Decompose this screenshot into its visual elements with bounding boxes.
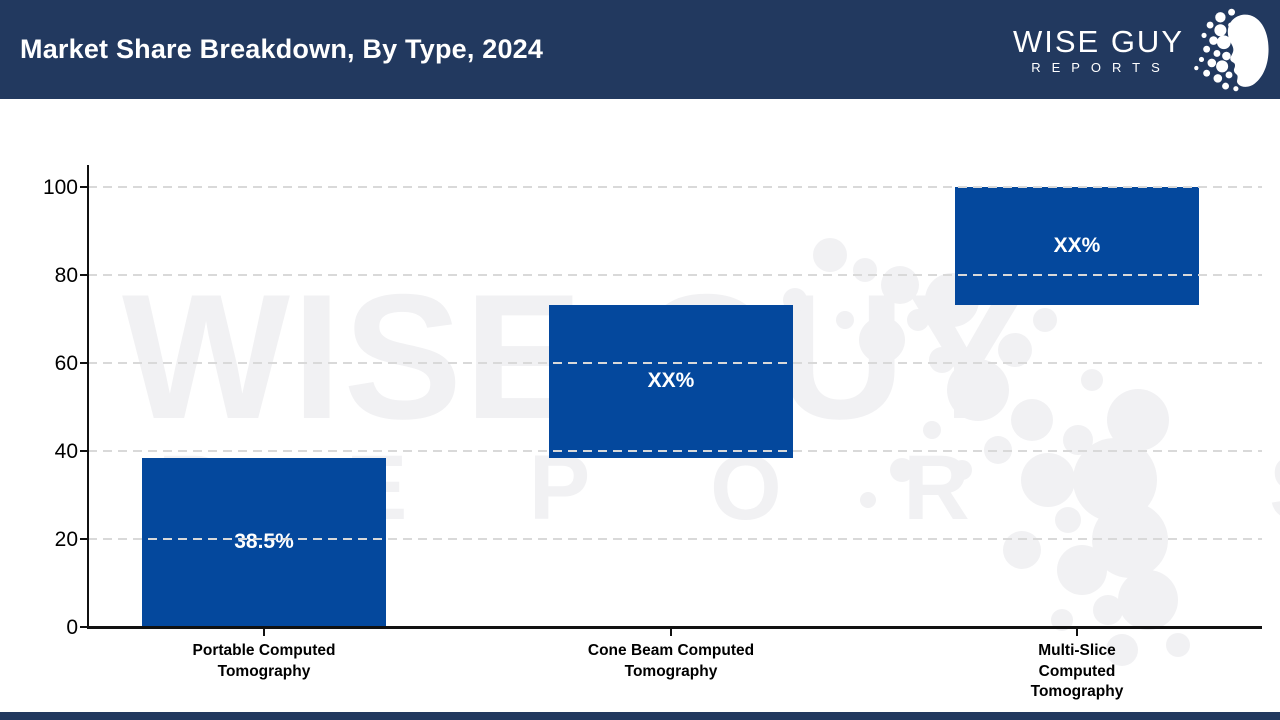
y-tick-mark-60 — [80, 362, 88, 364]
category-label-1: Portable Computed Tomography — [192, 642, 336, 680]
y-axis-spine — [87, 165, 89, 629]
bar-value-label: XX% — [1053, 234, 1101, 258]
y-tick-mark-40 — [80, 450, 88, 452]
y-tick-mark-100 — [80, 186, 88, 188]
gridline-60 — [88, 362, 1262, 364]
bar-value-label: 38.5% — [234, 530, 294, 554]
x-tick-mark-2 — [670, 629, 672, 636]
watermark-face-dots — [783, 230, 1190, 666]
y-tick-label-80: 80 — [54, 264, 78, 287]
gridline-80 — [88, 274, 1262, 276]
logo-wordmark: WISE GUY REPORTS — [1013, 26, 1184, 74]
y-tick-mark-0 — [80, 626, 88, 628]
footer-strip — [0, 712, 1280, 720]
y-tick-label-60: 60 — [54, 352, 78, 375]
y-tick-label-20: 20 — [54, 528, 78, 551]
page-title: Market Share Breakdown, By Type, 2024 — [20, 34, 544, 64]
y-tick-mark-20 — [80, 538, 88, 540]
bar-value-label: XX% — [647, 369, 695, 393]
x-tick-mark-3 — [1076, 629, 1078, 636]
y-tick-label-40: 40 — [54, 440, 78, 463]
y-tick-label-100: 100 — [42, 176, 78, 199]
y-tick-mark-80 — [80, 274, 88, 276]
category-label-2: Cone Beam Computed Tomography — [587, 642, 755, 680]
bar-segment-1: 38.5% — [142, 457, 386, 627]
bar-segment-3: XX% — [955, 187, 1199, 306]
wise-guy-reports-logo: WISE GUY REPORTS — [1013, 0, 1272, 99]
category-label-3: Multi-Slice Computed Tomography — [1030, 642, 1124, 701]
gridline-20 — [88, 538, 1262, 540]
bar-segment-2: XX% — [549, 305, 793, 458]
y-tick-label-0: 0 — [66, 616, 78, 639]
header-bar: Market Share Breakdown, By Type, 2024 WI… — [0, 0, 1280, 99]
gridline-100 — [88, 186, 1262, 188]
logo-line2: REPORTS — [1031, 59, 1171, 75]
x-tick-mark-1 — [263, 629, 265, 636]
gridline-40 — [88, 450, 1262, 452]
logo-face-icon — [1194, 8, 1269, 91]
x-axis-spine — [87, 626, 1262, 629]
logo-line1: WISE GUY — [1012, 23, 1184, 59]
